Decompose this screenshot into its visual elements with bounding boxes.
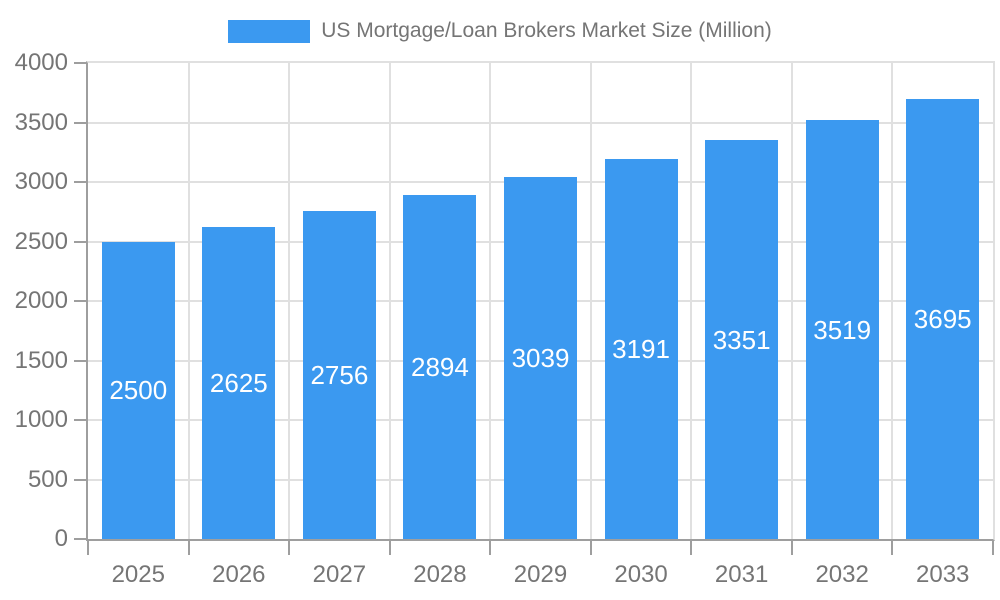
bar-value-label: 2894 [411, 351, 469, 382]
gridline-vertical [790, 63, 793, 539]
bar-value-label: 2500 [109, 375, 168, 406]
x-axis-tick [288, 541, 291, 555]
x-axis-tick-label: 2030 [614, 561, 668, 588]
x-axis-tick [589, 541, 592, 555]
y-axis-tick-label: 3000 [14, 168, 68, 195]
y-axis-tick-label: 2500 [14, 227, 68, 255]
x-axis-tick-label: 2026 [212, 561, 266, 588]
y-axis-tick [74, 359, 86, 362]
y-axis-tick [74, 121, 86, 124]
gridline-vertical [388, 63, 391, 539]
x-axis-tick [891, 541, 894, 555]
gridline-vertical [690, 63, 693, 539]
bar-value-label: 3519 [813, 314, 872, 345]
bar-value-label: 3191 [612, 334, 670, 365]
chart-legend: US Mortgage/Loan Brokers Market Size (Mi… [0, 19, 1000, 43]
y-axis-tick [74, 240, 86, 243]
legend-series-label: US Mortgage/Loan Brokers Market Size (Mi… [321, 19, 772, 42]
y-axis-tick-label: 1500 [14, 346, 68, 374]
x-axis-tick-label: 2033 [916, 561, 970, 588]
x-axis-tick [790, 541, 793, 555]
y-axis-tick [74, 538, 86, 540]
gridline-vertical [489, 63, 492, 539]
x-axis-tick-label: 2028 [413, 561, 467, 588]
x-axis-tick-label: 2032 [815, 561, 869, 588]
legend-swatch [228, 19, 311, 43]
bar[interactable]: 3519 [805, 120, 879, 539]
y-axis-tick-label: 0 [54, 525, 68, 552]
gridline-horizontal [88, 121, 993, 124]
bar-value-label: 3351 [712, 324, 771, 355]
y-axis-tick-label: 1000 [14, 406, 68, 433]
y-axis-tick [74, 300, 86, 302]
y-axis-tick-label: 4000 [14, 49, 68, 76]
x-axis-tick-label: 2029 [513, 561, 568, 588]
bar[interactable]: 3695 [906, 99, 980, 539]
y-axis-tick [74, 62, 86, 64]
x-axis-tick [187, 541, 190, 555]
y-axis-tick-label: 2000 [14, 287, 68, 314]
y-axis-tick [74, 181, 86, 183]
y-axis-tick-label: 3500 [14, 108, 68, 136]
x-axis-tick [992, 541, 994, 555]
x-axis-tick [87, 541, 89, 555]
y-axis-tick [74, 478, 86, 481]
bar-value-label: 3695 [913, 304, 972, 335]
y-axis-tick-label: 500 [27, 465, 68, 493]
gridline-vertical [187, 63, 190, 539]
x-axis-tick [489, 541, 492, 555]
bar[interactable]: 3039 [504, 177, 577, 539]
bar-value-label: 2625 [209, 367, 268, 398]
x-axis-tick-label: 2031 [714, 561, 769, 588]
x-axis-tick-label: 2027 [312, 561, 367, 588]
y-axis-tick [74, 419, 86, 421]
legend-item[interactable]: US Mortgage/Loan Brokers Market Size (Mi… [228, 19, 772, 43]
bar[interactable]: 2500 [101, 241, 175, 539]
bar[interactable]: 2756 [302, 211, 376, 539]
plot-area: 2500 2625 2756 2894 3039 3191 3351 3519 3695 [86, 61, 995, 541]
gridline-vertical [891, 63, 894, 539]
bar[interactable]: 3191 [604, 159, 678, 539]
x-axis-tick-label: 2025 [111, 561, 165, 588]
bar[interactable]: 3351 [705, 140, 779, 539]
bar[interactable]: 2625 [202, 226, 276, 539]
bar-value-label: 3039 [511, 343, 570, 374]
gridline-vertical [288, 63, 291, 539]
x-axis-tick [690, 541, 693, 555]
bar-value-label: 2756 [310, 360, 369, 391]
bar[interactable]: 2894 [403, 194, 477, 539]
gridline-vertical [589, 63, 592, 539]
x-axis-tick [388, 541, 391, 555]
